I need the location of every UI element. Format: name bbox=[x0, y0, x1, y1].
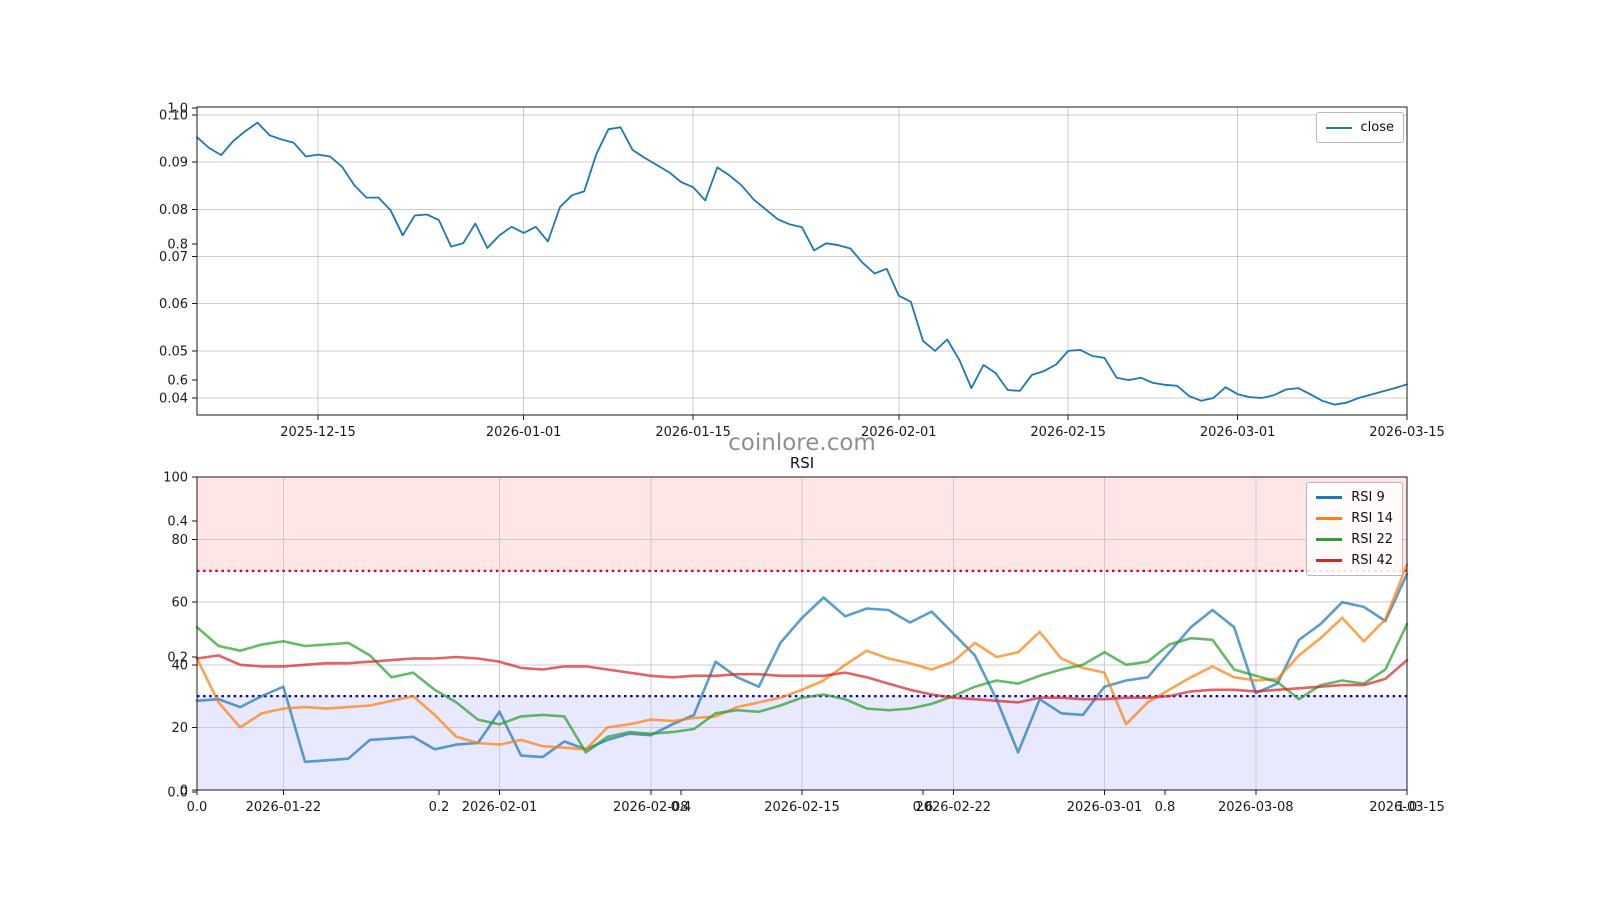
y-tick-label: 0.09 bbox=[159, 156, 188, 171]
x-tick-label: 2025-12-15 bbox=[280, 425, 356, 440]
rsi-42-line bbox=[195, 654, 1409, 704]
secondary-y-tick-label: 1.0 bbox=[167, 102, 188, 117]
y-tick-label: 80 bbox=[171, 533, 188, 548]
secondary-x-tick-label: 0.0 bbox=[187, 800, 208, 815]
legend-line-swatch bbox=[1316, 538, 1343, 541]
legend-entry: RSI 14 bbox=[1316, 508, 1393, 529]
legend-line-swatch bbox=[1316, 559, 1343, 562]
rsi-22-line bbox=[195, 622, 1409, 754]
x-tick-label: 2026-02-15 bbox=[1030, 425, 1106, 440]
y-tick-label: 60 bbox=[171, 596, 188, 611]
x-tick-label: 2026-03-01 bbox=[1200, 425, 1276, 440]
y-tick-label: 0.07 bbox=[159, 250, 188, 265]
legend-label: RSI 42 bbox=[1351, 553, 1393, 568]
x-tick-label: 2026-03-08 bbox=[1218, 800, 1294, 815]
x-tick-label: 2026-03-01 bbox=[1067, 800, 1143, 815]
secondary-y-tick-label: 0.4 bbox=[167, 515, 188, 530]
y-tick-label: 0.04 bbox=[159, 392, 188, 407]
legend-entry: close bbox=[1325, 117, 1394, 138]
legend-entry: RSI 22 bbox=[1316, 529, 1393, 550]
rsi-14-line bbox=[195, 563, 1409, 751]
legend-label: close bbox=[1360, 120, 1394, 135]
y-tick-label: 40 bbox=[171, 658, 188, 673]
secondary-x-tick-label: 0.2 bbox=[429, 800, 450, 815]
secondary-x-tick-label: 0.4 bbox=[671, 800, 692, 815]
y-tick-label: 0.05 bbox=[159, 344, 188, 359]
legend-label: RSI 9 bbox=[1351, 490, 1385, 505]
secondary-x-tick-label: 0.6 bbox=[913, 800, 934, 815]
y-tick-label: 0.06 bbox=[159, 297, 188, 312]
price-legend: close bbox=[1315, 112, 1404, 143]
x-tick-label: 2026-03-15 bbox=[1369, 800, 1445, 815]
x-tick-label: 2026-02-01 bbox=[462, 800, 538, 815]
legend-entry: RSI 9 bbox=[1316, 487, 1393, 508]
secondary-y-tick-label: 0.8 bbox=[167, 238, 188, 253]
secondary-y-tick-label: 0.6 bbox=[167, 374, 188, 389]
secondary-y-tick-label: 0.2 bbox=[167, 651, 188, 666]
close-line bbox=[196, 121, 1408, 406]
legend-line-swatch bbox=[1316, 496, 1343, 499]
x-tick-label: 2026-01-01 bbox=[486, 425, 562, 440]
y-tick-label: 100 bbox=[163, 471, 188, 486]
x-tick-label: 2026-03-15 bbox=[1369, 425, 1445, 440]
legend-label: RSI 14 bbox=[1351, 511, 1393, 526]
rsi-legend: RSI 9 RSI 14 RSI 22 RSI 42 bbox=[1306, 482, 1403, 576]
y-tick-label: 0 bbox=[180, 784, 188, 799]
legend-line-swatch bbox=[1325, 126, 1352, 129]
legend-entry: RSI 42 bbox=[1316, 550, 1393, 571]
legend-line-swatch bbox=[1316, 517, 1343, 520]
y-tick-label: 20 bbox=[171, 721, 188, 736]
rsi-9-line bbox=[195, 572, 1409, 764]
secondary-y-tick-label: 0.0 bbox=[167, 786, 188, 801]
legend-label: RSI 22 bbox=[1351, 532, 1393, 547]
y-tick-label: 0.08 bbox=[159, 203, 188, 218]
x-tick-label: 2026-01-15 bbox=[655, 425, 731, 440]
y-tick-label: 0.10 bbox=[159, 109, 188, 124]
secondary-x-tick-label: 0.8 bbox=[1155, 800, 1176, 815]
secondary-x-tick-label: 1.0 bbox=[1397, 800, 1418, 815]
axes-spine bbox=[196, 106, 1408, 416]
x-tick-label: 2026-02-22 bbox=[915, 800, 991, 815]
x-tick-label: 2026-02-15 bbox=[764, 800, 840, 815]
x-tick-label: 2026-01-22 bbox=[246, 800, 322, 815]
x-tick-label: 2026-02-08 bbox=[613, 800, 689, 815]
x-tick-label: 2026-02-01 bbox=[861, 425, 937, 440]
watermark: coinlore.com bbox=[728, 430, 876, 456]
rsi-panel-title: RSI bbox=[789, 454, 815, 472]
